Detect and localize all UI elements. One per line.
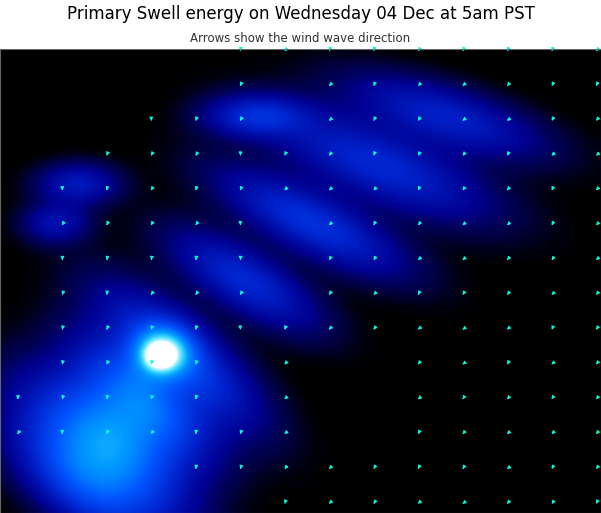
Text: Arrows show the wind wave direction: Arrows show the wind wave direction [191, 31, 410, 45]
Text: Primary Swell energy on Wednesday 04 Dec at 5am PST: Primary Swell energy on Wednesday 04 Dec… [67, 5, 534, 23]
Bar [0, 49, 601, 513]
